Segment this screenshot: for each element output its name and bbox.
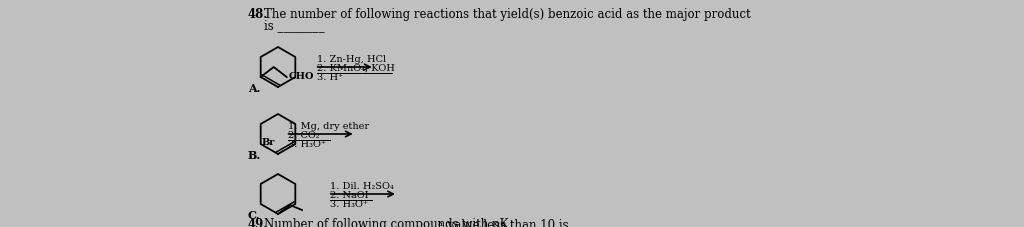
Text: 3. H⁺: 3. H⁺: [316, 73, 343, 82]
Text: a: a: [438, 219, 442, 227]
Text: 3. H₃O⁺: 3. H₃O⁺: [288, 139, 326, 148]
Text: B.: B.: [248, 149, 261, 160]
Text: Br: Br: [262, 138, 275, 147]
Text: value less than 10 is ________.: value less than 10 is ________.: [443, 217, 623, 227]
Text: is ________: is ________: [264, 19, 325, 32]
Text: 1. Mg, dry ether: 1. Mg, dry ether: [288, 121, 369, 131]
Text: 2. KMnO₄, KOH: 2. KMnO₄, KOH: [316, 64, 394, 73]
Text: C.: C.: [248, 209, 260, 220]
Text: 2. NaOI: 2. NaOI: [330, 190, 369, 199]
Text: 1. Dil. H₂SO₄: 1. Dil. H₂SO₄: [330, 181, 394, 190]
Text: Number of following compounds with pK: Number of following compounds with pK: [264, 217, 509, 227]
Text: 49.: 49.: [248, 217, 268, 227]
Text: CHO: CHO: [289, 72, 314, 81]
Text: 3. H₃O⁺: 3. H₃O⁺: [330, 199, 368, 208]
Text: 48.: 48.: [248, 8, 268, 21]
Text: 1. Zn-Hg, HCl: 1. Zn-Hg, HCl: [316, 55, 386, 64]
Text: A.: A.: [248, 83, 260, 94]
Text: The number of following reactions that yield(s) benzoic acid as the major produc: The number of following reactions that y…: [264, 8, 751, 21]
Text: 2. CO₂: 2. CO₂: [288, 131, 319, 139]
